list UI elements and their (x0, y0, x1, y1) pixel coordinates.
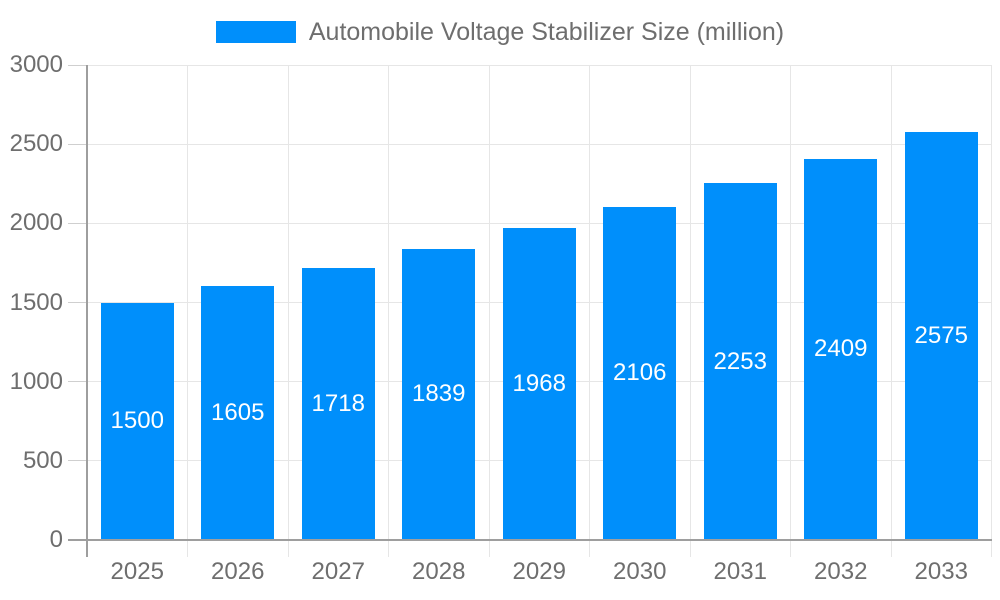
v-gridline (689, 65, 691, 557)
y-tick-mark (68, 460, 87, 462)
bar-2032[interactable] (804, 158, 878, 540)
v-gridline (890, 65, 892, 557)
bar-2031[interactable] (703, 183, 777, 540)
legend-swatch-icon (215, 21, 296, 43)
bar-2026[interactable] (201, 285, 275, 540)
x-axis-label: 2033 (914, 558, 968, 585)
y-tick-mark (68, 64, 87, 66)
legend-item[interactable]: Automobile Voltage Stabilizer Size (mill… (215, 18, 785, 46)
x-axis-label: 2029 (512, 558, 566, 585)
x-axis-label: 2031 (713, 558, 767, 585)
y-tick-mark (68, 143, 87, 145)
bar-value-label: 1718 (311, 389, 365, 417)
h-gridline (87, 222, 992, 224)
x-axis-label: 2032 (814, 558, 868, 585)
bar-value-label: 2575 (914, 322, 968, 350)
y-axis-label: 2500 (9, 130, 63, 158)
bar-2025[interactable] (100, 302, 174, 540)
bar-value-label: 1968 (512, 370, 566, 398)
v-gridline (388, 65, 389, 557)
bar-2030[interactable] (603, 206, 677, 540)
y-axis-line (86, 65, 88, 557)
v-gridline (991, 65, 992, 557)
y-axis-label: 0 (49, 526, 63, 553)
bar-value-label: 2253 (713, 347, 767, 375)
bar-value-label: 2409 (814, 335, 868, 363)
x-axis-line (68, 539, 992, 541)
v-gridline (790, 65, 791, 557)
bar-value-label: 1605 (211, 398, 265, 426)
bar-value-label: 2106 (613, 359, 667, 387)
h-gridline (87, 64, 992, 66)
bar-value-label: 1839 (412, 380, 466, 408)
y-tick-mark (68, 381, 87, 383)
y-tick-mark (68, 302, 87, 303)
y-axis-label: 3000 (9, 51, 63, 78)
legend: Automobile Voltage Stabilizer Size (mill… (0, 19, 1000, 45)
x-axis-label: 2026 (211, 558, 265, 585)
x-axis-label: 2028 (412, 558, 466, 585)
x-axis-label: 2030 (613, 558, 667, 585)
y-axis-label: 2000 (9, 209, 63, 237)
bar-2029[interactable] (502, 228, 576, 540)
v-gridline (187, 65, 188, 557)
bar-value-label: 1500 (110, 407, 164, 435)
h-gridline (87, 143, 992, 145)
legend-label: Automobile Voltage Stabilizer Size (mill… (308, 18, 785, 46)
y-axis-label: 500 (22, 446, 63, 474)
y-axis-label: 1000 (9, 367, 63, 395)
y-axis-label: 1500 (9, 288, 63, 316)
bar-2033[interactable] (904, 132, 978, 540)
v-gridline (589, 65, 590, 557)
v-gridline (488, 65, 490, 557)
bar-2027[interactable] (301, 267, 375, 540)
bar-2028[interactable] (402, 248, 476, 540)
y-tick-mark (68, 222, 87, 224)
x-axis-label: 2025 (110, 558, 164, 585)
v-gridline (287, 65, 289, 557)
x-axis-label: 2027 (311, 558, 365, 585)
